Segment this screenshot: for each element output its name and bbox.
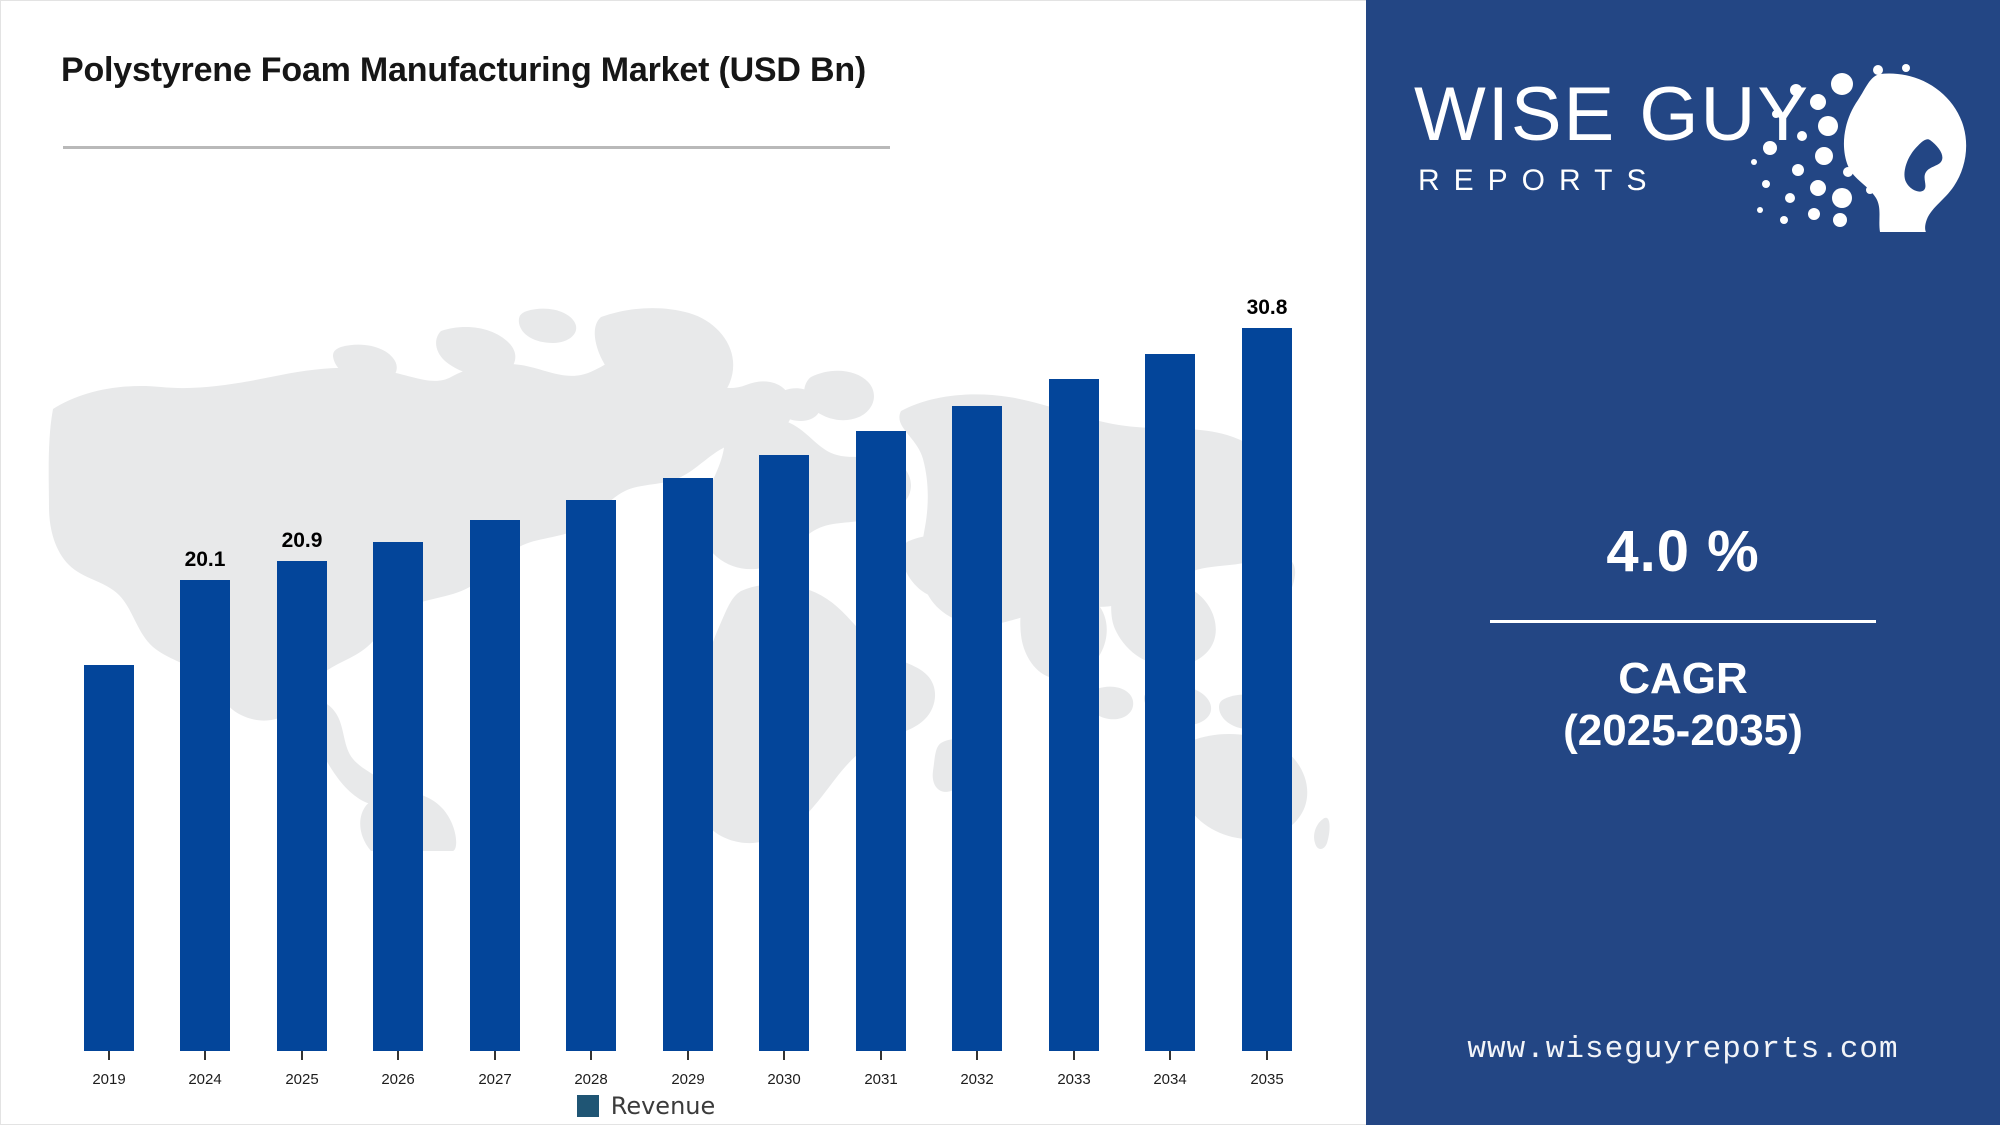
x-tick-2031: [880, 1051, 882, 1060]
bar-2025[interactable]: [277, 561, 327, 1051]
bar-chart-plot-area: 2019 20.1 2024 20.9 2025 2026: [1, 1, 1366, 1124]
cagr-period: (2025-2035): [1563, 705, 1803, 755]
bar-2026[interactable]: [373, 542, 423, 1051]
bar-2019[interactable]: [84, 665, 134, 1051]
bar-2028[interactable]: [566, 500, 616, 1051]
legend-label-revenue: Revenue: [610, 1092, 716, 1120]
x-axis-label-2025: 2025: [285, 1071, 319, 1088]
bar-2029[interactable]: [663, 478, 713, 1051]
x-tick-2033: [1073, 1051, 1075, 1060]
x-tick-2019: [108, 1051, 110, 1060]
bar-2034[interactable]: [1145, 354, 1195, 1051]
x-tick-2034: [1169, 1051, 1171, 1060]
bar-value-label-2035: 30.8: [1246, 296, 1288, 319]
x-axis-label-2028: 2028: [574, 1071, 608, 1088]
x-axis-label-2030: 2030: [767, 1071, 801, 1088]
cagr-block: 4.0 % CAGR (2025-2035): [1366, 520, 2000, 757]
bar-value-label-2025: 20.9: [281, 529, 323, 552]
x-axis-label-2031: 2031: [864, 1071, 898, 1088]
legend-swatch-revenue: [576, 1095, 599, 1117]
page-title: Polystyrene Foam Manufacturing Market (U…: [61, 51, 867, 89]
bar-2033[interactable]: [1049, 379, 1099, 1051]
x-axis-label-2032: 2032: [960, 1071, 994, 1088]
bar-2024[interactable]: [180, 580, 230, 1051]
cagr-caption: CAGR: [1618, 653, 1748, 703]
bar-2035[interactable]: [1242, 328, 1292, 1051]
chart-panel: Polystyrene Foam Manufacturing Market (U…: [0, 0, 1366, 1125]
svg-text:REPORTS: REPORTS: [1418, 164, 1660, 197]
x-tick-2028: [590, 1051, 592, 1060]
title-divider: [63, 146, 890, 149]
x-tick-2032: [976, 1051, 978, 1060]
x-axis-label-2029: 2029: [671, 1071, 705, 1088]
bar-2032[interactable]: [952, 406, 1002, 1051]
bar-2030[interactable]: [759, 455, 809, 1051]
bar-2031[interactable]: [856, 431, 906, 1051]
x-axis-label-2027: 2027: [478, 1071, 512, 1088]
x-tick-2029: [687, 1051, 689, 1060]
cagr-value: 4.0 %: [1606, 519, 1760, 584]
x-axis-label-2033: 2033: [1057, 1071, 1091, 1088]
cagr-divider: [1490, 619, 1876, 623]
x-tick-2026: [397, 1051, 399, 1060]
x-tick-2035: [1266, 1051, 1268, 1060]
x-axis-label-2034: 2034: [1153, 1071, 1187, 1088]
x-axis-label-2035: 2035: [1250, 1071, 1284, 1088]
x-axis-label-2026: 2026: [381, 1071, 415, 1088]
x-tick-2030: [783, 1051, 785, 1060]
x-axis-label-2019: 2019: [92, 1071, 126, 1088]
x-tick-2027: [494, 1051, 496, 1060]
site-url[interactable]: www.wiseguyreports.com: [1467, 1032, 1899, 1067]
brand-panel: WISE GUY REPORTS: [1366, 0, 2000, 1125]
svg-text:WISE GUY: WISE GUY: [1414, 72, 1810, 157]
bar-2027[interactable]: [470, 520, 520, 1051]
x-tick-2025: [301, 1051, 303, 1060]
chart-legend[interactable]: Revenue: [1, 1092, 1291, 1120]
wiseguy-reports-logo[interactable]: WISE GUY REPORTS: [1410, 62, 1970, 232]
x-tick-2024: [204, 1051, 206, 1060]
bar-value-label-2024: 20.1: [184, 548, 226, 571]
x-axis-label-2024: 2024: [188, 1071, 222, 1088]
